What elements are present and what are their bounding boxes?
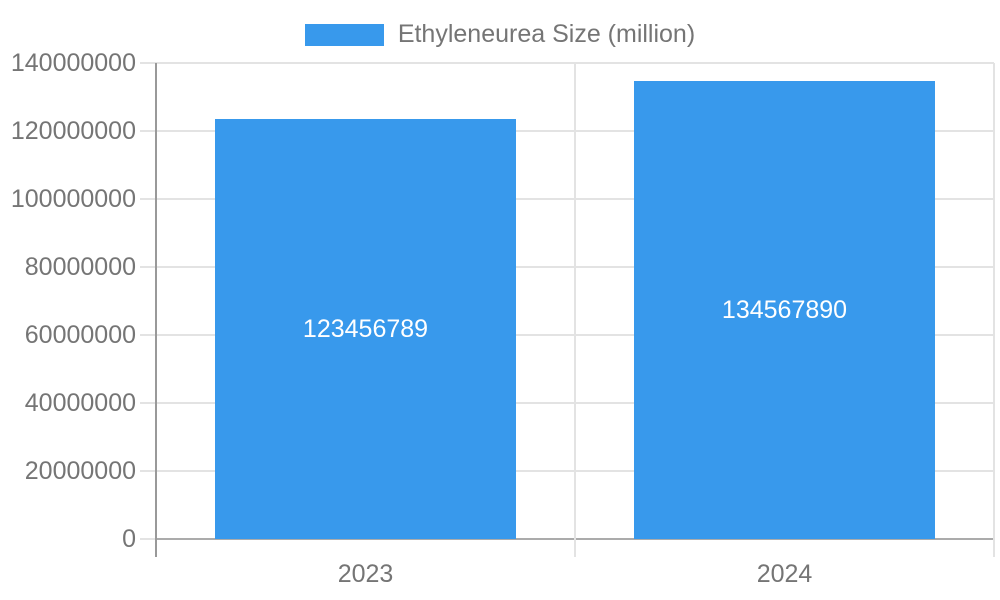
gridline-horizontal [140, 470, 994, 472]
y-tick-label: 140000000 [10, 49, 136, 77]
gridline-horizontal [140, 266, 994, 268]
gridline-horizontal [140, 402, 994, 404]
y-tick-label: 100000000 [10, 185, 136, 213]
x-tick-label: 2024 [756, 560, 813, 588]
legend-label: Ethyleneurea Size (million) [397, 20, 696, 48]
y-tick-label: 60000000 [24, 321, 136, 349]
bar: 134567890 [634, 81, 935, 539]
category-boundary-line [992, 63, 995, 557]
x-tick-label: 2023 [337, 560, 394, 588]
bar-value-label: 123456789 [302, 314, 429, 343]
y-tick-label: 0 [122, 525, 136, 553]
legend: Ethyleneurea Size (million) [0, 20, 1000, 49]
bar: 123456789 [215, 119, 516, 539]
legend-swatch [304, 23, 384, 46]
y-tick-label: 80000000 [24, 253, 136, 281]
y-axis-tick [140, 538, 156, 540]
gridline-horizontal [140, 334, 994, 336]
gridline-horizontal [140, 62, 994, 64]
gridline-horizontal [140, 130, 994, 132]
category-boundary-line [573, 63, 576, 557]
gridline-horizontal [140, 198, 994, 200]
y-tick-label: 40000000 [24, 389, 136, 417]
y-tick-label: 20000000 [24, 457, 136, 485]
y-tick-label: 120000000 [10, 117, 136, 145]
y-axis-line [155, 63, 157, 557]
bar-value-label: 134567890 [721, 295, 848, 324]
